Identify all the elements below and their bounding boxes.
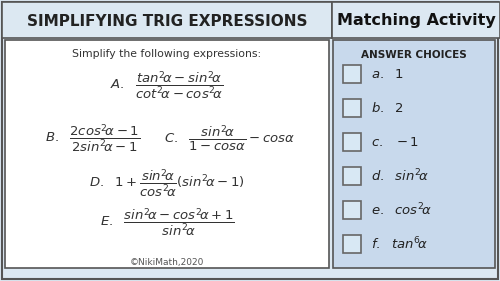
Text: $\mathit{B.}\ \ \dfrac{\mathit{2cos^{2}\!\alpha - 1}}{\mathit{2sin^{2}\!\alpha -: $\mathit{B.}\ \ \dfrac{\mathit{2cos^{2}\… [46,122,140,154]
Text: Simplify the following expressions:: Simplify the following expressions: [72,49,262,59]
Bar [2,2,332,38]
Text: $\mathit{A.}\ \ \dfrac{\mathit{tan^{2}\!\alpha - sin^{2}\!\alpha}}{\mathit{cot^{: $\mathit{A.}\ \ \dfrac{\mathit{tan^{2}\!… [110,69,224,101]
Bar [343,201,361,219]
Bar [343,133,361,151]
Text: ©NikiMath,2020: ©NikiMath,2020 [130,259,204,268]
Text: $\mathit{a.}\ \ 1$: $\mathit{a.}\ \ 1$ [371,67,404,80]
Text: $\mathit{b.}\ \ 2$: $\mathit{b.}\ \ 2$ [371,101,404,115]
Text: $\mathit{e.}\ \ cos^{2}\!\alpha$: $\mathit{e.}\ \ cos^{2}\!\alpha$ [371,202,432,218]
Bar [343,65,361,83]
Text: $\mathit{f.}\ \ tan^{6}\!\alpha$: $\mathit{f.}\ \ tan^{6}\!\alpha$ [371,236,428,252]
Text: SIMPLIFYING TRIG EXPRESSIONS: SIMPLIFYING TRIG EXPRESSIONS [27,13,307,28]
Text: $\mathit{E.}\ \ \dfrac{\mathit{sin^{2}\!\alpha - cos^{2}\!\alpha + 1}}{\mathit{s: $\mathit{E.}\ \ \dfrac{\mathit{sin^{2}\!… [100,206,234,238]
Bar [5,40,329,268]
Bar [343,99,361,117]
Text: $\mathit{C.}\ \ \dfrac{\mathit{sin^{2}\!\alpha}}{\mathit{1 - cos\alpha}} - \math: $\mathit{C.}\ \ \dfrac{\mathit{sin^{2}\!… [164,123,296,153]
Bar [332,2,500,38]
Text: $\mathit{d.}\ \ sin^{2}\!\alpha$: $\mathit{d.}\ \ sin^{2}\!\alpha$ [371,168,429,184]
Text: $\mathit{c.}\ \ -1$: $\mathit{c.}\ \ -1$ [371,135,419,148]
Bar [343,167,361,185]
Text: Matching Activity: Matching Activity [336,13,496,28]
Bar [333,40,495,268]
Text: $\mathit{D.}\ \ 1 + \dfrac{\mathit{sin^{2}\!\alpha}}{\mathit{cos^{2}\!\alpha}}(\: $\mathit{D.}\ \ 1 + \dfrac{\mathit{sin^{… [89,167,245,199]
Bar [343,235,361,253]
Text: ANSWER CHOICES: ANSWER CHOICES [361,50,467,60]
